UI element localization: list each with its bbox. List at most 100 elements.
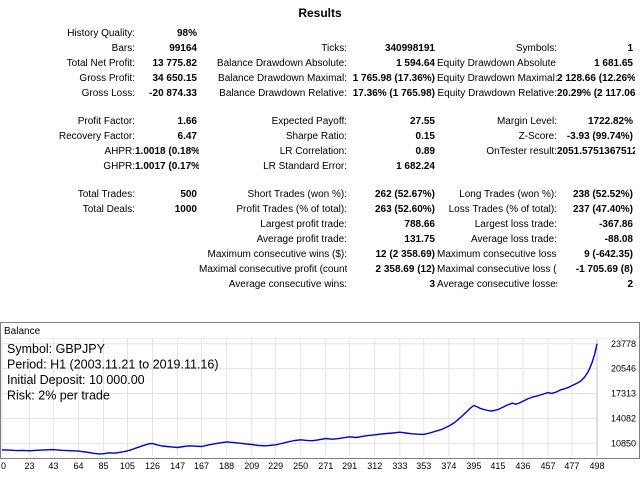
stat-value — [135, 247, 199, 262]
stat-value: 1 — [627, 43, 633, 54]
stat-value: 2 128.66 (12.26%) — [557, 73, 635, 84]
stat-label: Long Trades (won %): — [459, 189, 557, 200]
stat-label — [437, 159, 557, 174]
stat-value: 262 (52.67%) — [374, 189, 435, 200]
stat-label — [3, 262, 135, 277]
stat-value: 0.15 — [415, 131, 435, 142]
stats-row: Maximum consecutive wins ($): 12 (2 358.6… — [3, 247, 637, 262]
stat-value: 6.47 — [177, 131, 197, 142]
stat-value — [135, 232, 199, 247]
x-axis-label: 271 — [318, 461, 333, 471]
x-axis-label: 498 — [589, 461, 604, 471]
x-axis-label: 64 — [73, 461, 83, 471]
stat-value: -3.93 (99.74%) — [566, 131, 633, 142]
stat-label: GHPR: — [103, 161, 135, 172]
report-title: Results — [298, 6, 342, 20]
stats-spacer — [3, 101, 637, 114]
chart-frame — [0, 322, 640, 459]
stat-label: Symbols: — [515, 43, 557, 54]
stat-label — [199, 26, 347, 41]
stat-value: 788.66 — [404, 219, 435, 230]
stat-value: 1 681.65 — [594, 58, 633, 69]
stat-value: 17.36% (1 765.98) — [352, 88, 435, 99]
stat-value: 9 (-642.35) — [584, 249, 633, 260]
y-axis-label: 17313 — [611, 389, 636, 399]
balance-chart-svg: Balance Symbol: GBPJPY Period: H1 (2003.11… — [0, 322, 640, 471]
stat-value: 1 765.98 (17.36%) — [352, 73, 435, 84]
stat-label: Loss Trades (% of total): — [448, 204, 557, 215]
stat-label — [437, 26, 557, 41]
stats-row: Gross Profit: 34 650.15 Balance Drawdown M… — [3, 71, 637, 86]
stat-label: Maximal consecutive loss (count): — [437, 264, 557, 275]
x-axis-label: 23 — [24, 461, 34, 471]
stat-label: Maximal consecutive profit (count): — [199, 264, 347, 275]
y-axis-label: 20546 — [611, 364, 636, 374]
stat-value: 34 650.15 — [152, 73, 198, 84]
stats-table: History Quality: 98% Bars: 99164 Ticks: 34099… — [3, 26, 637, 292]
stat-value: 20.29% (2 117.06) — [557, 88, 635, 99]
stat-value: 2051.575136751268 — [557, 146, 635, 157]
stat-label: Recovery Factor: — [58, 131, 135, 142]
x-axis-label: 250 — [293, 461, 308, 471]
stat-label: Average loss trade: — [471, 234, 557, 245]
stat-label: Gross Profit: — [79, 73, 135, 84]
y-axis-label: 23778 — [611, 339, 636, 349]
stat-label: Largest loss trade: — [474, 219, 557, 230]
chart-annotation: Risk: 2% per trade — [7, 389, 110, 403]
stat-value: 1 594.64 — [396, 58, 435, 69]
stat-value: -367.86 — [599, 219, 633, 230]
stat-value: 237 (47.40%) — [572, 204, 633, 215]
stat-label: Total Trades: — [77, 189, 135, 200]
stat-value: 99164 — [169, 43, 197, 54]
x-axis-label: 415 — [490, 461, 505, 471]
x-axis-label: 85 — [99, 461, 109, 471]
x-axis-label: 395 — [466, 461, 481, 471]
stat-label: Balance Drawdown Relative: — [219, 88, 347, 99]
stat-label — [3, 232, 135, 247]
stat-label: LR Correlation: — [279, 146, 347, 157]
stat-label: Balance Drawdown Absolute: — [216, 58, 347, 69]
stats-row: Largest profit trade: 788.66 Largest loss … — [3, 217, 637, 232]
stats-row: Maximal consecutive profit (count): 2 358… — [3, 262, 637, 277]
stat-value: 3 — [429, 279, 435, 290]
stat-label: AHPR: — [104, 146, 135, 157]
stat-label — [3, 217, 135, 232]
stat-value — [135, 262, 199, 277]
stat-label: Maximum consecutive wins ($): — [207, 249, 347, 260]
stats-row: Total Trades: 500 Short Trades (won %): 262… — [3, 187, 637, 202]
stat-value: 1.0018 (0.18%) — [135, 146, 199, 157]
stat-value: -88.08 — [604, 234, 633, 245]
x-axis-label: 374 — [441, 461, 456, 471]
stat-label: Average consecutive losses: — [437, 279, 557, 290]
x-axis-label: 0 — [1, 461, 6, 471]
stat-label — [3, 247, 135, 262]
stat-label: Equity Drawdown Absolute: — [437, 58, 557, 69]
stat-value: 2 358.69 (12) — [375, 264, 436, 275]
stat-value: 131.75 — [404, 234, 435, 245]
stat-value: 500 — [180, 189, 197, 200]
stat-label: Expected Payoff: — [271, 116, 347, 127]
stat-label: History Quality: — [67, 28, 135, 39]
chart-annotation: Period: H1 (2003.11.21 to 2019.11.16) — [7, 358, 219, 372]
stat-label — [3, 277, 135, 292]
stat-label: Largest profit trade: — [260, 219, 347, 230]
x-axis-label: 147 — [170, 461, 185, 471]
chart-annotation: Initial Deposit: 10 000.00 — [7, 373, 145, 387]
stats-spacer — [3, 174, 637, 187]
stat-label: Sharpe Ratio: — [285, 131, 347, 142]
chart-annotation: Symbol: GBPJPY — [7, 342, 106, 356]
stats-row: Bars: 99164 Ticks: 340998191 Symbols: 1 — [3, 41, 637, 56]
stat-value: 263 (52.60%) — [374, 204, 435, 215]
stat-value: 27.55 — [409, 116, 435, 127]
stat-label: Equity Drawdown Maximal: — [437, 73, 557, 84]
stat-value: 12 (2 358.69) — [375, 249, 436, 260]
x-axis-label: 312 — [367, 461, 382, 471]
x-axis-label: 126 — [145, 461, 160, 471]
stat-value — [557, 159, 635, 174]
x-axis-label: 333 — [392, 461, 407, 471]
chart-legend-balance: Balance — [4, 326, 41, 337]
stat-value: 0.89 — [415, 146, 435, 157]
x-axis-label: 209 — [244, 461, 259, 471]
stats-row: AHPR: 1.0018 (0.18%) LR Correlation: 0.89 On… — [3, 144, 637, 159]
stat-label: LR Standard Error: — [263, 161, 347, 172]
